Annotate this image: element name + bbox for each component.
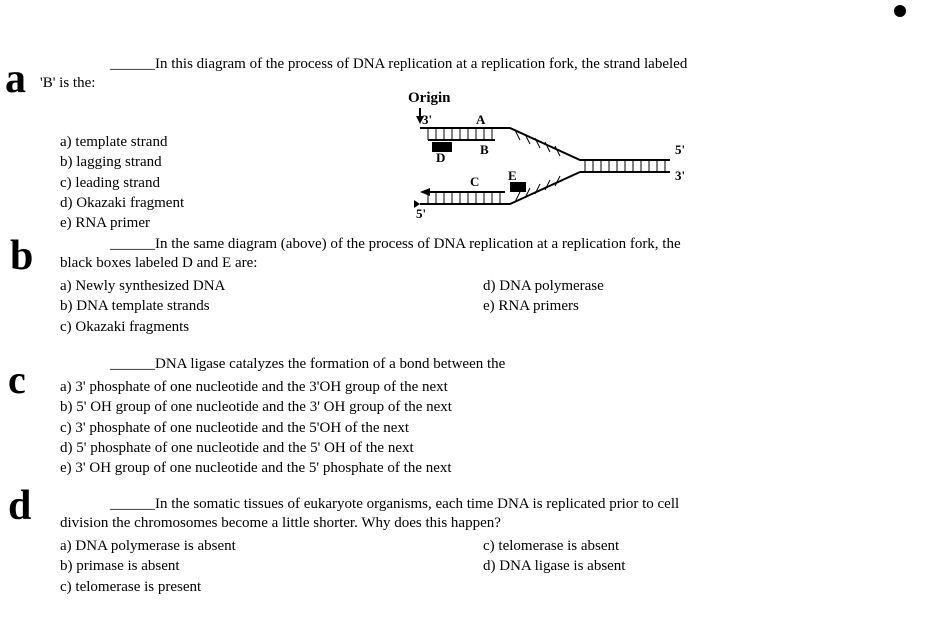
qb-stem-2: black boxes labeled D and E are: xyxy=(60,255,906,272)
qd-stem-2: division the chromosomes become a little… xyxy=(60,515,906,532)
qc-opt-e: e) 3' OH group of one nucleotide and the… xyxy=(60,458,906,478)
question-c: ______DNA ligase catalyzes the formation… xyxy=(60,356,906,478)
qd-opt-a: a) DNA polymerase is absent xyxy=(60,536,483,556)
page-dot xyxy=(894,5,906,17)
qd-opt-b: b) primase is absent xyxy=(60,556,483,576)
label-A: A xyxy=(476,112,485,128)
qc-opt-b: b) 5' OH group of one nucleotide and the… xyxy=(60,397,906,417)
hand-label-b: b xyxy=(10,235,33,277)
qd-opt-c: c) telomerase is absent xyxy=(483,536,906,556)
qb-opt-a: a) Newly synthesized DNA xyxy=(60,276,483,296)
hand-label-c: c xyxy=(8,360,26,400)
qb-opt-e: e) RNA primers xyxy=(483,296,906,316)
label-3prime-top: 3' xyxy=(422,112,432,128)
origin-label: Origin xyxy=(408,90,451,107)
qd-opt-c2: c) telomerase is present xyxy=(60,577,483,597)
label-B: B xyxy=(480,142,489,158)
question-d: ______In the somatic tissues of eukaryot… xyxy=(60,496,906,597)
qc-stem: ______DNA ligase catalyzes the formation… xyxy=(60,356,906,373)
qb-opt-d: d) DNA polymerase xyxy=(483,276,906,296)
label-D: D xyxy=(436,150,445,166)
qc-opt-a: a) 3' phosphate of one nucleotide and th… xyxy=(60,377,906,397)
qd-options: a) DNA polymerase is absent b) primase i… xyxy=(60,536,906,597)
qa-stem-1: ______In this diagram of the process of … xyxy=(60,56,906,73)
qc-opt-c: c) 3' phosphate of one nucleotide and th… xyxy=(60,418,906,438)
hand-label-d: d xyxy=(8,485,31,527)
qd-stem-1: ______In the somatic tissues of eukaryot… xyxy=(60,496,906,513)
qc-options: a) 3' phosphate of one nucleotide and th… xyxy=(60,377,906,478)
label-5prime-right-top: 5' xyxy=(675,142,685,158)
replication-fork-diagram: Origin xyxy=(380,90,720,220)
qb-opt-c: c) Okazaki fragments xyxy=(60,317,483,337)
label-E: E xyxy=(508,168,517,184)
diagram-svg xyxy=(380,90,720,220)
qb-opt-b: b) DNA template strands xyxy=(60,296,483,316)
qb-stem-1: ______In the same diagram (above) of the… xyxy=(60,236,906,253)
qb-options: a) Newly synthesized DNA b) DNA template… xyxy=(60,276,906,337)
qc-opt-d: d) 5' phosphate of one nucleotide and th… xyxy=(60,438,906,458)
qd-opt-d: d) DNA ligase is absent xyxy=(483,556,906,576)
question-b: ______In the same diagram (above) of the… xyxy=(60,236,906,337)
label-3prime-right-bot: 3' xyxy=(675,168,685,184)
hand-label-a: a xyxy=(5,58,26,100)
label-5prime-bot: 5' xyxy=(416,206,426,222)
label-C: C xyxy=(470,174,479,190)
